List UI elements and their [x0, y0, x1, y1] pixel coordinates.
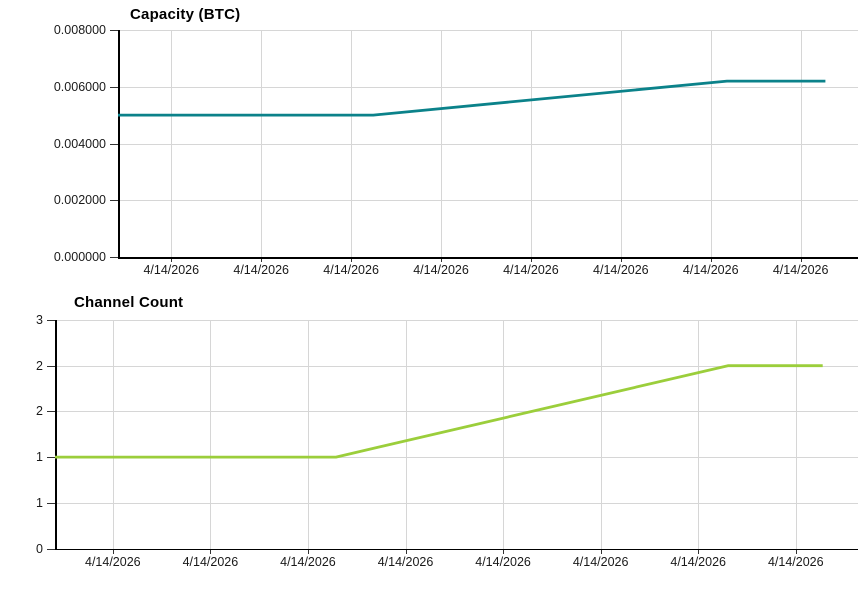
y-tick-mark — [47, 548, 55, 550]
h-gridline — [118, 143, 858, 145]
y-tick-label: 0.002000 — [53, 193, 106, 208]
y-tick-mark — [110, 200, 118, 202]
x-tick-mark — [307, 548, 309, 554]
capacity-chart-title: Capacity (BTC) — [130, 6, 241, 23]
x-tick-mark — [405, 548, 407, 554]
x-tick-mark — [171, 257, 173, 262]
h-gridline — [55, 502, 858, 504]
y-tick-label: 1 — [36, 450, 43, 465]
v-gridline — [261, 30, 263, 257]
capacity-line — [118, 79, 826, 117]
y-tick-mark — [47, 457, 55, 459]
x-tick-label: 4/14/2026 — [323, 263, 379, 277]
y-tick-label: 1 — [36, 495, 43, 510]
h-gridline — [118, 200, 858, 202]
v-gridline — [710, 30, 712, 257]
x-tick-label: 4/14/2026 — [572, 554, 629, 569]
x-tick-label: 4/14/2026 — [772, 263, 829, 277]
y-tick-mark — [47, 320, 55, 321]
x-tick-label: 4/14/2026 — [85, 554, 141, 569]
x-tick-label: 4/14/2026 — [593, 263, 649, 277]
h-gridline — [118, 86, 858, 88]
v-gridline — [600, 320, 602, 549]
x-tick-label: 4/14/2026 — [377, 554, 434, 569]
y-tick-mark — [110, 86, 118, 88]
x-tick-label: 4/14/2026 — [413, 263, 469, 277]
y-axis — [118, 30, 120, 257]
v-gridline — [405, 320, 407, 549]
channel-count-line — [55, 364, 823, 459]
x-tick-mark — [620, 257, 622, 262]
x-tick-mark — [210, 548, 212, 554]
v-gridline — [171, 30, 173, 257]
x-tick-label: 4/14/2026 — [143, 263, 200, 277]
y-tick-mark — [47, 411, 55, 413]
y-tick-label: 0.008000 — [53, 23, 106, 37]
h-gridline — [55, 411, 858, 413]
x-tick-mark — [710, 257, 712, 262]
v-gridline — [441, 30, 442, 257]
y-tick-label: 0.006000 — [53, 79, 106, 94]
x-tick-label: 4/14/2026 — [670, 554, 726, 569]
v-gridline — [351, 30, 353, 257]
x-tick-mark — [800, 257, 802, 262]
v-gridline — [530, 30, 532, 257]
y-tick-label: 2 — [36, 404, 43, 419]
x-tick-label: 4/14/2026 — [182, 554, 239, 569]
h-gridline — [55, 365, 858, 367]
v-gridline — [307, 320, 309, 549]
x-axis — [55, 548, 858, 550]
v-gridline — [795, 320, 797, 549]
y-tick-mark — [110, 257, 118, 258]
y-tick-mark — [110, 30, 118, 31]
y-tick-label: 3 — [36, 313, 43, 327]
capacity-plot-area — [118, 79, 826, 117]
v-gridline — [698, 320, 700, 549]
v-gridline — [112, 320, 114, 549]
v-gridline — [620, 30, 622, 257]
x-tick-label: 4/14/2026 — [682, 263, 739, 277]
y-tick-label: 2 — [36, 358, 43, 373]
x-tick-label: 4/14/2026 — [280, 554, 336, 569]
y-tick-mark — [110, 143, 118, 145]
x-tick-mark — [530, 257, 532, 262]
v-gridline — [503, 320, 505, 549]
v-gridline — [800, 30, 802, 257]
x-axis — [118, 257, 858, 259]
x-tick-label: 4/14/2026 — [233, 263, 289, 277]
x-tick-mark — [112, 548, 114, 554]
v-gridline — [210, 320, 212, 549]
x-tick-label: 4/14/2026 — [767, 554, 824, 569]
channel-count-chart-title: Channel Count — [74, 294, 184, 311]
h-gridline — [55, 320, 858, 321]
channel-count-plot-area — [55, 364, 823, 459]
h-gridline — [55, 457, 858, 459]
y-tick-mark — [47, 502, 55, 504]
y-tick-label: 0.004000 — [53, 136, 106, 151]
x-tick-label: 4/14/2026 — [503, 263, 559, 277]
x-tick-mark — [600, 548, 602, 554]
x-tick-mark — [441, 257, 442, 262]
x-tick-mark — [261, 257, 263, 262]
h-gridline — [118, 30, 858, 31]
x-tick-mark — [698, 548, 700, 554]
x-tick-mark — [503, 548, 505, 554]
x-tick-mark — [795, 548, 797, 554]
y-tick-label: 0.000000 — [53, 250, 106, 264]
x-tick-mark — [351, 257, 353, 262]
y-tick-label: 0 — [36, 541, 43, 556]
y-axis — [55, 320, 57, 549]
x-tick-label: 4/14/2026 — [475, 554, 531, 569]
y-tick-mark — [47, 365, 55, 367]
